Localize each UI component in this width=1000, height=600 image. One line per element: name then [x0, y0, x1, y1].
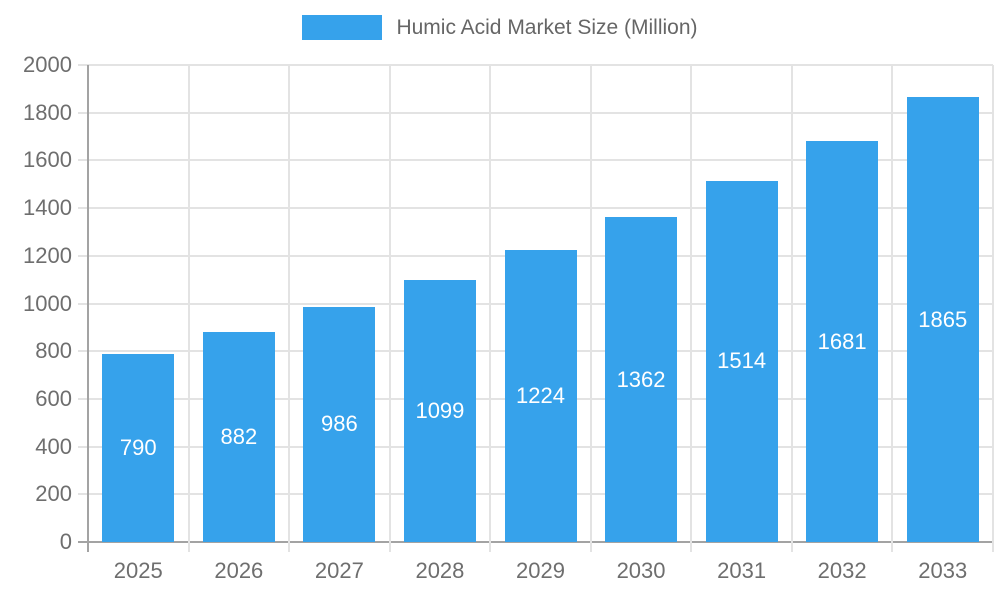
bar-value-label: 1224: [516, 383, 565, 409]
x-tick-mark: [288, 542, 291, 552]
bar[interactable]: 790: [102, 353, 175, 542]
x-axis-line: [88, 541, 993, 543]
y-tick-mark: [78, 397, 88, 400]
x-axis-tick-label: 2033: [918, 558, 968, 583]
y-tick-mark: [78, 541, 88, 543]
x-tick-mark: [589, 542, 592, 552]
y-tick-mark: [78, 445, 88, 448]
x-axis-tick-label: 2026: [214, 558, 264, 583]
gridline-vertical: [891, 65, 894, 542]
y-tick-mark: [78, 302, 88, 305]
bar[interactable]: 1514: [705, 180, 778, 542]
gridline-vertical: [790, 65, 793, 542]
y-axis-line: [87, 65, 89, 542]
bar-value-label: 882: [220, 423, 258, 449]
bar[interactable]: 1865: [906, 97, 979, 542]
x-tick-mark: [87, 542, 89, 552]
bar[interactable]: 1681: [806, 141, 879, 542]
x-tick-mark: [690, 542, 693, 552]
y-tick-mark: [78, 254, 88, 257]
y-axis-tick-label: 400: [35, 433, 72, 459]
y-tick-mark: [78, 350, 88, 353]
y-axis-tick-label: 600: [35, 385, 72, 411]
x-tick-mark: [489, 542, 492, 552]
y-axis-tick-label: 2000: [23, 52, 72, 77]
x-tick-mark: [891, 542, 894, 552]
x-axis-tick-label: 2031: [717, 558, 767, 583]
x-tick-mark: [992, 542, 994, 552]
gridline-vertical: [589, 65, 592, 542]
gridline-vertical: [992, 65, 994, 542]
y-tick-mark: [78, 111, 88, 114]
y-axis-tick-label: 1200: [23, 242, 72, 268]
bar[interactable]: 986: [303, 306, 376, 542]
x-tick-mark: [388, 542, 391, 552]
gridline-vertical: [388, 65, 391, 542]
gridline-horizontal: [88, 111, 993, 114]
bar[interactable]: 1224: [504, 250, 577, 542]
x-axis-tick-label: 2029: [516, 558, 565, 583]
x-axis-tick-label: 2027: [314, 558, 364, 583]
legend: Humic Acid Market Size (Million): [0, 15, 1000, 40]
y-tick-mark: [78, 159, 88, 162]
gridline-horizontal: [88, 64, 993, 66]
gridline-horizontal: [88, 207, 993, 210]
y-axis-tick-label: 1600: [23, 147, 72, 173]
bar-value-label: 1514: [717, 348, 767, 374]
legend-swatch: [302, 15, 383, 40]
legend-label: Humic Acid Market Size (Million): [396, 16, 698, 39]
y-tick-mark: [78, 64, 88, 66]
y-axis-tick-label: 1400: [23, 195, 72, 221]
y-tick-mark: [78, 207, 88, 210]
bar-value-label: 1865: [918, 306, 968, 332]
x-axis-tick-label: 2030: [616, 558, 666, 583]
gridline-vertical: [489, 65, 492, 542]
x-axis-tick-label: 2025: [113, 558, 163, 583]
y-tick-mark: [78, 493, 88, 496]
bar-value-label: 1362: [616, 366, 666, 392]
y-axis-tick-label: 0: [59, 529, 72, 554]
y-axis-tick-label: 1800: [23, 99, 72, 125]
plot-area: 0 200 400 600 800 1000 1200 1400 1600 1800 2000 790…: [23, 52, 994, 583]
x-tick-mark: [790, 542, 793, 552]
bar-value-label: 986: [321, 411, 358, 437]
bar-value-label: 1099: [415, 397, 465, 423]
gridline-vertical: [187, 65, 190, 542]
y-axis-tick-label: 1000: [23, 290, 72, 316]
gridline-horizontal: [88, 159, 993, 162]
gridline-vertical: [690, 65, 693, 542]
x-axis-tick-label: 2028: [415, 558, 465, 583]
legend-item[interactable]: Humic Acid Market Size (Million): [302, 15, 698, 40]
x-tick-mark: [187, 542, 190, 552]
x-axis-tick-label: 2032: [817, 558, 867, 583]
bar-value-label: 790: [119, 434, 157, 460]
bar[interactable]: 1099: [403, 279, 476, 542]
bar[interactable]: 1362: [605, 217, 678, 542]
y-axis-tick-label: 200: [35, 481, 72, 507]
y-axis-tick-label: 800: [35, 338, 72, 364]
gridline-vertical: [288, 65, 291, 542]
bar-value-label: 1681: [817, 328, 867, 354]
bar[interactable]: 882: [202, 331, 275, 542]
